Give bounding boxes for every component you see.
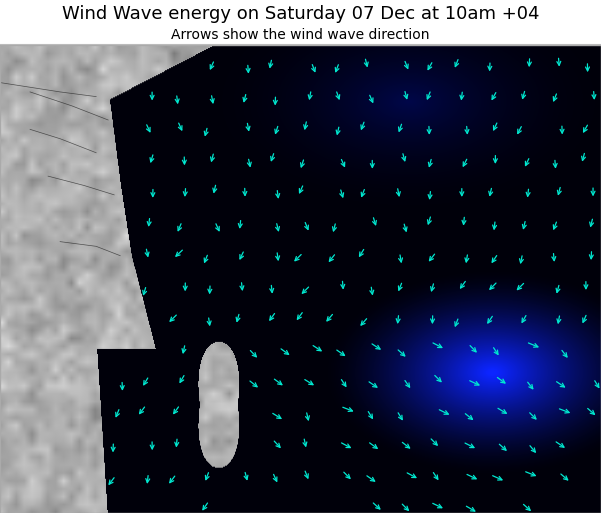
Text: Arrows show the wind wave direction: Arrows show the wind wave direction [171,28,430,42]
Text: Wind Wave energy on Saturday 07 Dec at 10am +04: Wind Wave energy on Saturday 07 Dec at 1… [62,5,539,23]
